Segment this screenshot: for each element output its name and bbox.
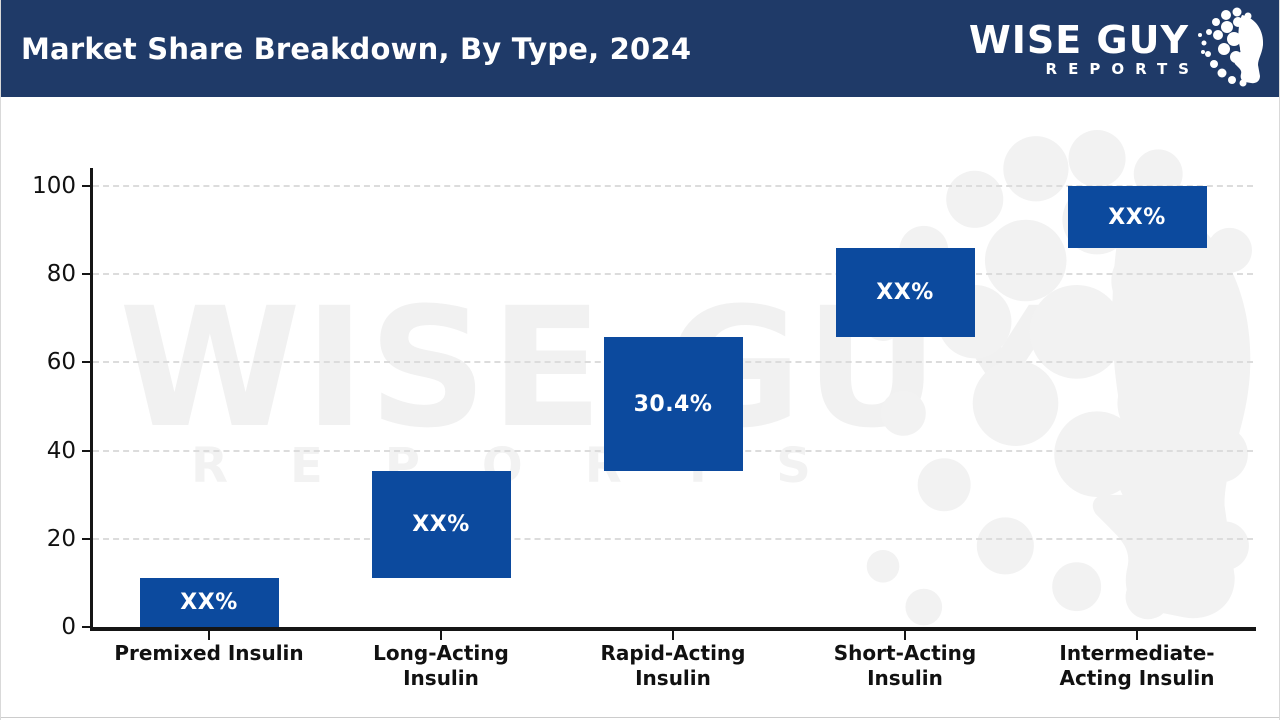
y-axis-tick-label: 40 bbox=[46, 437, 76, 464]
bottom-border-line bbox=[1, 717, 1279, 718]
bar-value-label: XX% bbox=[1108, 204, 1166, 230]
y-axis-tick bbox=[82, 361, 92, 364]
bar-segment: XX% bbox=[835, 248, 975, 338]
x-axis-label-line: Rapid-Acting bbox=[600, 641, 746, 665]
y-axis-line bbox=[90, 168, 93, 630]
wiseguy-logo: WISE GUY REPORTS bbox=[969, 7, 1279, 91]
bar-segment: XX% bbox=[1067, 186, 1207, 249]
x-axis-label-line: Long-Acting bbox=[373, 641, 509, 665]
y-axis-tick-label: 20 bbox=[46, 525, 76, 552]
y-axis-tick-label: 80 bbox=[46, 261, 76, 288]
y-axis-tick bbox=[82, 537, 92, 540]
gridline bbox=[93, 537, 1253, 540]
x-axis-tick bbox=[1136, 631, 1138, 640]
logo-face-icon bbox=[1198, 7, 1264, 86]
x-axis-label-line: Intermediate- bbox=[1059, 641, 1215, 665]
bar-segment: XX% bbox=[139, 578, 279, 627]
x-axis-label-line: Insulin bbox=[403, 666, 479, 690]
x-axis-category-label: Premixed Insulin bbox=[93, 641, 325, 666]
logo-wordmark: WISE GUY bbox=[968, 17, 1189, 62]
bar-value-label: XX% bbox=[180, 590, 238, 616]
bar-segment: 30.4% bbox=[603, 337, 743, 472]
header-bar: Market Share Breakdown, By Type, 2024 WI… bbox=[1, 0, 1279, 97]
x-axis-label-line: Short-Acting bbox=[833, 641, 977, 665]
x-axis-tick bbox=[440, 631, 442, 640]
bar-value-label: XX% bbox=[412, 512, 470, 538]
x-axis-category-label: Rapid-Acting Insulin bbox=[557, 641, 789, 691]
y-axis-tick-label: 0 bbox=[61, 614, 76, 640]
bar-value-label: 30.4% bbox=[633, 391, 713, 417]
x-axis-category-label: Long-Acting Insulin bbox=[325, 641, 557, 691]
y-axis-tick-label: 60 bbox=[46, 349, 76, 376]
y-axis-tick bbox=[82, 626, 92, 628]
x-axis-tick bbox=[672, 631, 674, 640]
x-axis-tick bbox=[904, 631, 906, 640]
x-axis-tick bbox=[208, 631, 210, 640]
x-axis-category-label: Short-Acting Insulin bbox=[789, 641, 1021, 691]
bar-segment: XX% bbox=[371, 471, 511, 579]
gridline bbox=[93, 273, 1253, 276]
y-axis-tick bbox=[82, 185, 92, 187]
bar-value-label: XX% bbox=[876, 280, 934, 306]
x-axis-label-line: Insulin bbox=[867, 666, 943, 690]
x-axis-category-label: Intermediate- Acting Insulin bbox=[1021, 641, 1253, 691]
x-axis-label-line: Premixed Insulin bbox=[114, 641, 304, 665]
gridline bbox=[93, 185, 1253, 187]
x-axis-label-line: Insulin bbox=[635, 666, 711, 690]
chart-title: Market Share Breakdown, By Type, 2024 bbox=[21, 31, 692, 66]
x-axis-label-line: Acting Insulin bbox=[1059, 666, 1215, 690]
x-axis-line bbox=[90, 627, 1256, 631]
logo-reports-label: REPORTS bbox=[1045, 59, 1200, 78]
y-axis-tick-label: 100 bbox=[32, 173, 76, 199]
y-axis-tick bbox=[82, 273, 92, 276]
y-axis-tick bbox=[82, 449, 92, 452]
